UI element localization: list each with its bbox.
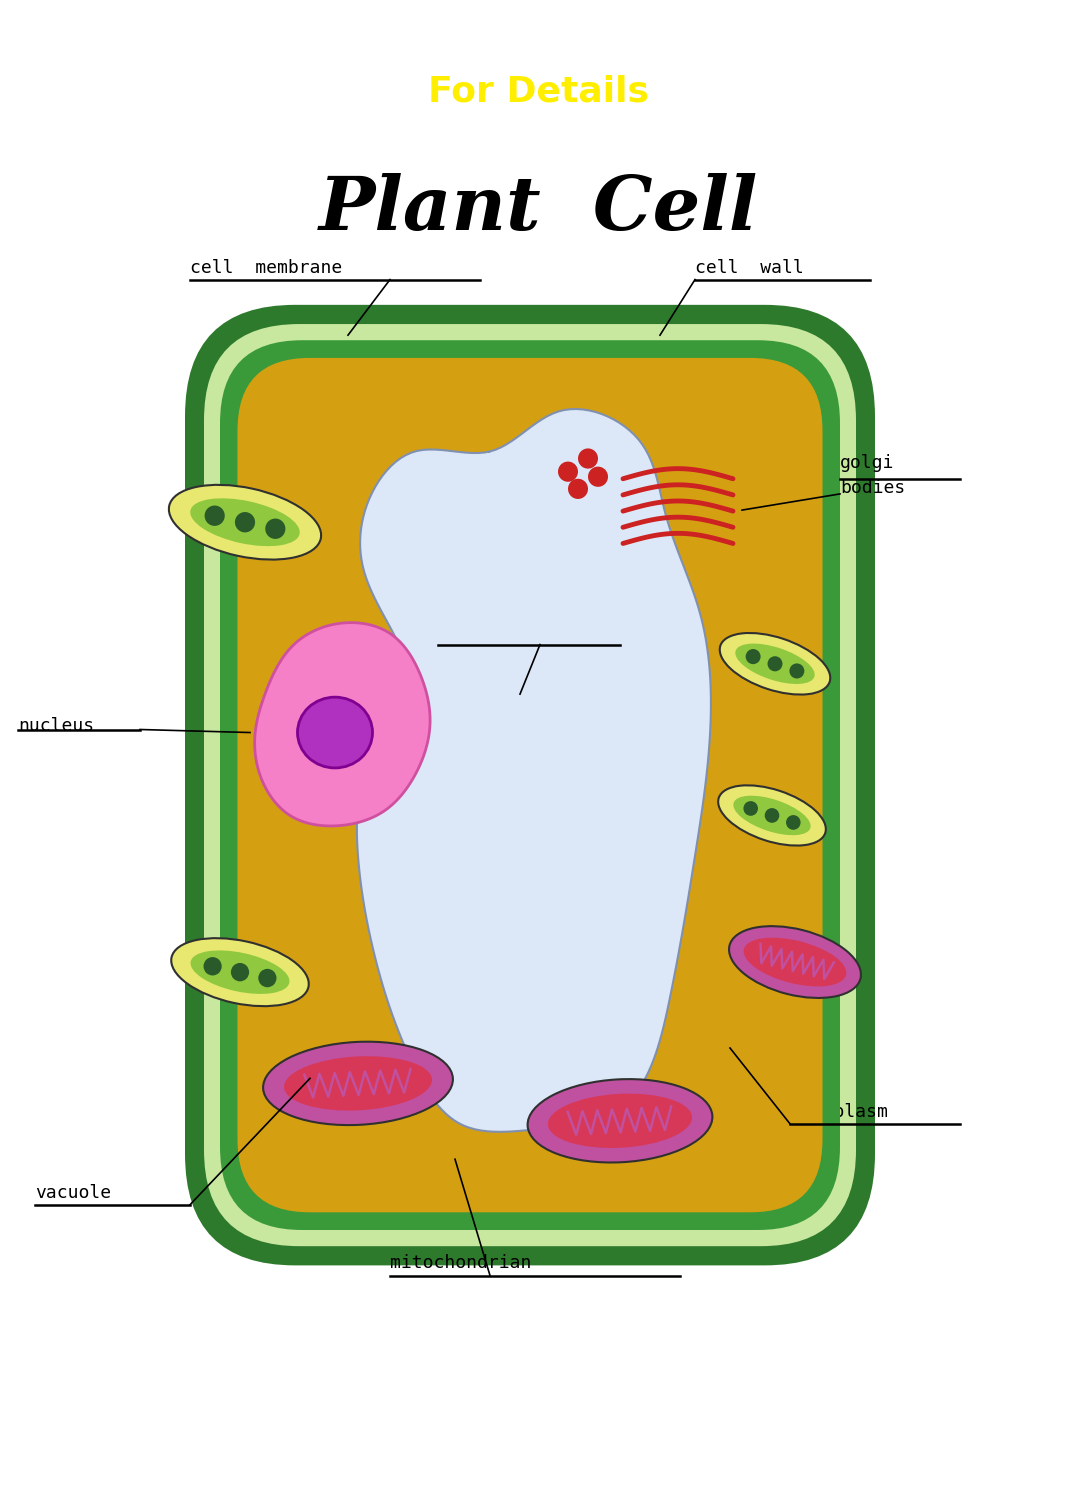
Ellipse shape — [264, 1042, 453, 1126]
Circle shape — [266, 519, 285, 540]
Circle shape — [203, 957, 222, 975]
Circle shape — [765, 809, 779, 822]
FancyBboxPatch shape — [185, 305, 875, 1266]
Circle shape — [231, 963, 250, 981]
Text: golgi: golgi — [840, 454, 894, 472]
Text: bodies: bodies — [840, 479, 905, 497]
Circle shape — [204, 505, 225, 526]
Text: nucleus: nucleus — [18, 717, 94, 735]
FancyBboxPatch shape — [220, 340, 840, 1229]
Text: mitochondrian: mitochondrian — [390, 1255, 532, 1273]
Ellipse shape — [527, 1079, 712, 1162]
Text: vacuole: vacuole — [36, 1184, 111, 1202]
Ellipse shape — [735, 643, 815, 684]
Circle shape — [235, 513, 255, 532]
Circle shape — [787, 815, 801, 830]
Text: For Details: For Details — [427, 75, 649, 110]
Ellipse shape — [171, 938, 309, 1006]
Ellipse shape — [744, 938, 847, 986]
Ellipse shape — [730, 926, 861, 998]
Circle shape — [558, 461, 578, 482]
Ellipse shape — [548, 1094, 692, 1148]
FancyBboxPatch shape — [204, 325, 856, 1246]
Circle shape — [746, 649, 761, 664]
Polygon shape — [357, 409, 711, 1132]
Text: cell  membrane: cell membrane — [190, 259, 342, 277]
Circle shape — [587, 466, 608, 487]
Ellipse shape — [169, 485, 321, 559]
Ellipse shape — [284, 1057, 431, 1111]
Ellipse shape — [720, 633, 831, 694]
Polygon shape — [255, 622, 430, 827]
Circle shape — [790, 663, 805, 678]
Text: cytoplasm: cytoplasm — [790, 1103, 888, 1121]
Text: CLICK HERE: CLICK HERE — [487, 30, 589, 45]
Ellipse shape — [190, 950, 289, 993]
Text: cell  wall: cell wall — [695, 259, 804, 277]
Text: Plant  Cell: Plant Cell — [318, 173, 758, 245]
Circle shape — [568, 479, 587, 499]
Circle shape — [578, 448, 598, 469]
Circle shape — [744, 801, 758, 816]
Ellipse shape — [297, 697, 372, 768]
Ellipse shape — [190, 499, 300, 546]
Circle shape — [258, 969, 277, 987]
FancyBboxPatch shape — [238, 358, 822, 1213]
Text: chloroplast: chloroplast — [438, 624, 557, 642]
Ellipse shape — [734, 795, 810, 836]
Ellipse shape — [718, 786, 826, 846]
Circle shape — [767, 657, 782, 672]
